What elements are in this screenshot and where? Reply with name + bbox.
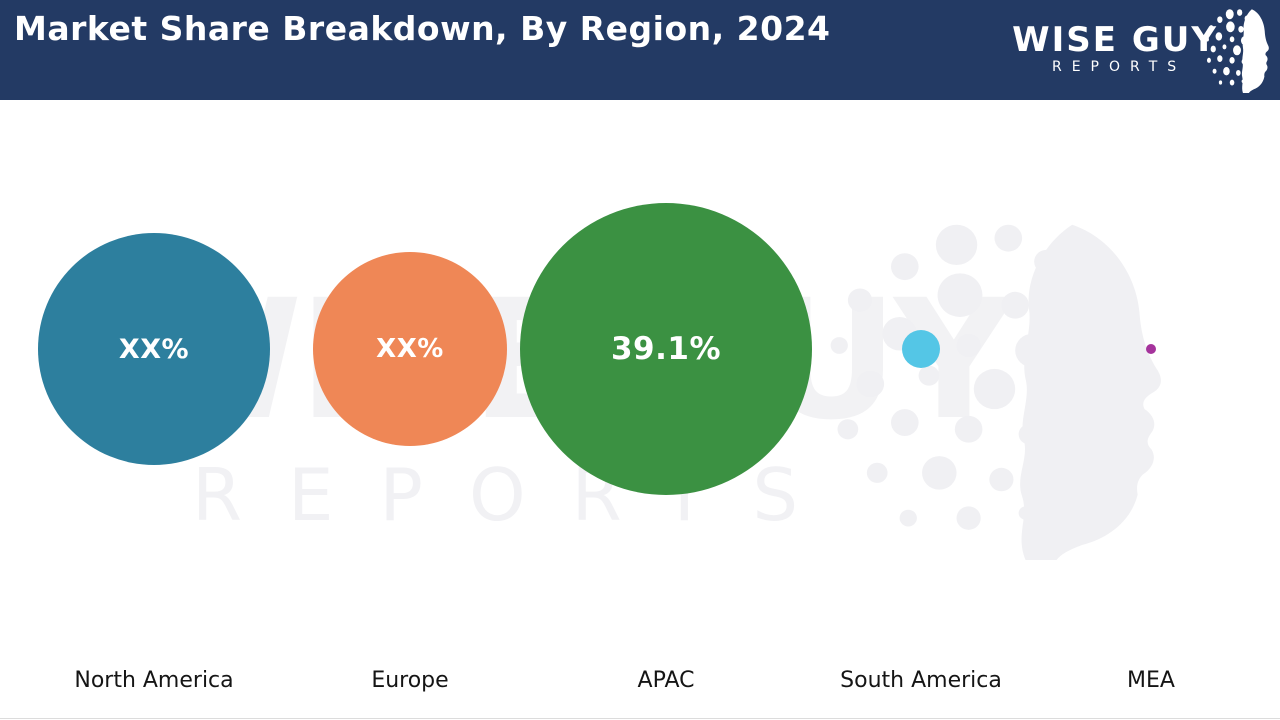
logo-head-icon xyxy=(1205,9,1269,93)
page-title: Market Share Breakdown, By Region, 2024 xyxy=(14,9,831,48)
category-label-europe: Europe xyxy=(371,668,449,693)
bubble-south-america[interactable] xyxy=(902,330,940,368)
bubble-value-label: XX% xyxy=(118,333,190,365)
category-label-south-america: South America xyxy=(840,668,1002,693)
wise-guy-logo: WISE GUY REPORTS xyxy=(1012,5,1270,93)
logo-wordmark: WISE GUY xyxy=(1012,19,1218,60)
category-label-mea: MEA xyxy=(1127,668,1175,693)
header-bar: Market Share Breakdown, By Region, 2024 … xyxy=(0,0,1280,100)
bubble-value-label: XX% xyxy=(376,334,444,364)
watermark-head-icon xyxy=(830,224,1161,560)
bubble-mea[interactable] xyxy=(1146,344,1156,354)
bubble-north-america[interactable]: XX% xyxy=(38,233,270,465)
category-label-apac: APAC xyxy=(637,668,695,693)
chart-area: WISE GUY REPORTS XX%XX%39.1% North Ameri… xyxy=(0,100,1280,720)
logo-text: WISE GUY REPORTS xyxy=(1012,19,1218,76)
category-labels-row: North America Europe APAC South America MEA xyxy=(0,668,1280,700)
logo-subtitle: REPORTS xyxy=(1051,59,1187,76)
bubble-europe[interactable]: XX% xyxy=(313,252,507,446)
category-label-north-america: North America xyxy=(74,668,234,693)
bottom-rule xyxy=(0,718,1280,719)
bubble-value-label: 39.1% xyxy=(610,331,722,367)
bubble-apac[interactable]: 39.1% xyxy=(520,203,812,495)
